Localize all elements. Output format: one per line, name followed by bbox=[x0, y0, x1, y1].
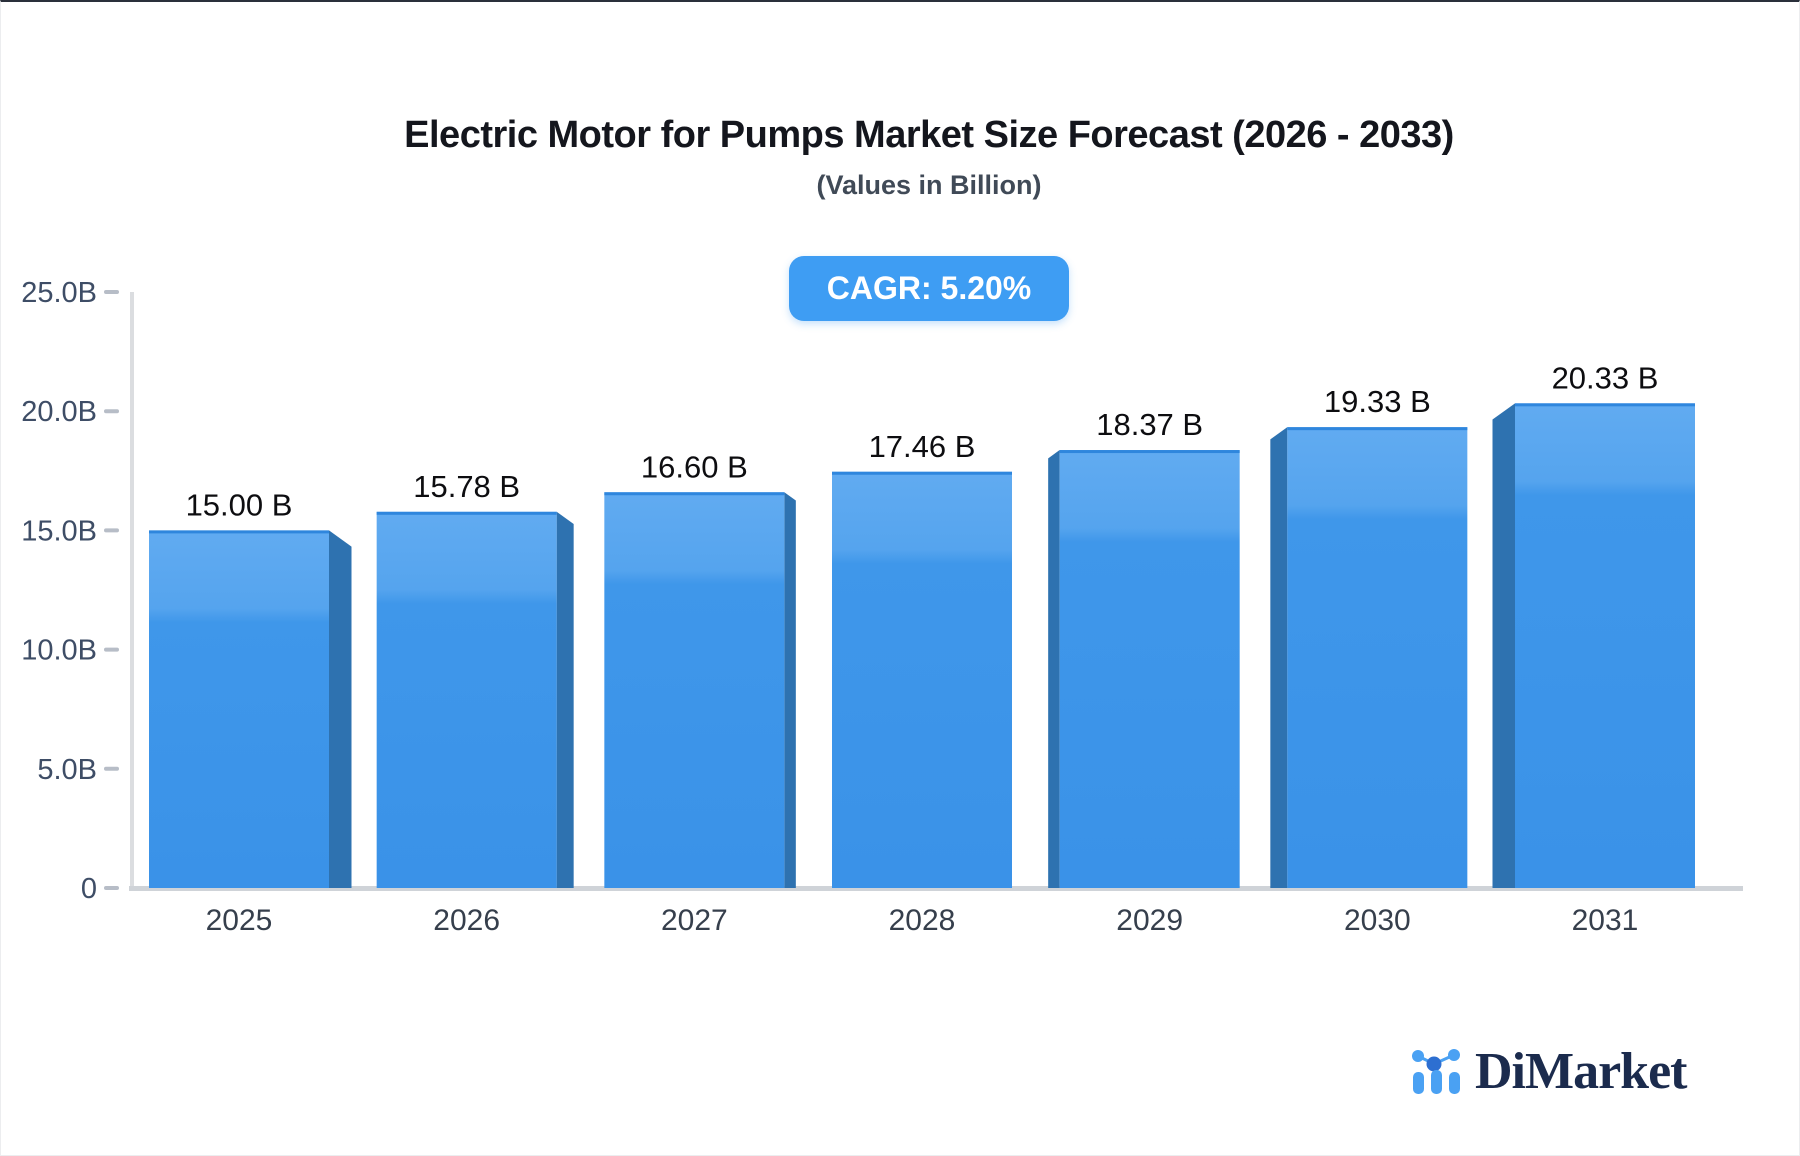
bar-top-edge bbox=[1287, 427, 1468, 431]
dimarket-logo[interactable]: DiMarket bbox=[1409, 1040, 1687, 1101]
bar-2029[interactable] bbox=[1059, 450, 1240, 888]
bar-side-face bbox=[329, 530, 352, 888]
dimarket-logo-icon bbox=[1412, 1049, 1460, 1094]
bar-2031[interactable] bbox=[1515, 403, 1695, 888]
cagr-badge: CAGR: 5.20% bbox=[788, 256, 1070, 321]
y-tick bbox=[104, 647, 119, 652]
bar-side-face bbox=[1492, 403, 1515, 888]
bar-2030[interactable] bbox=[1287, 427, 1468, 888]
bar-side-face bbox=[556, 511, 574, 888]
y-tick-label: 5.0B bbox=[37, 754, 97, 786]
bar-value-label: 15.00 B bbox=[186, 487, 293, 522]
bar-side-face bbox=[1048, 450, 1060, 888]
bar-value-label: 17.46 B bbox=[869, 429, 976, 464]
bar-2027[interactable] bbox=[604, 492, 785, 888]
y-axis-line bbox=[130, 292, 134, 891]
x-axis-label: 2025 bbox=[206, 904, 273, 937]
y-tick-label: 25.0B bbox=[21, 277, 97, 309]
bar-top-edge bbox=[604, 492, 785, 496]
bar-value-label: 16.60 B bbox=[641, 449, 748, 484]
cagr-badge-row: CAGR: 5.20% bbox=[41, 256, 1799, 321]
x-axis-label: 2028 bbox=[889, 904, 956, 937]
bar-2028[interactable] bbox=[832, 471, 1012, 888]
bar-side-face bbox=[784, 492, 796, 888]
x-axis-label: 2027 bbox=[661, 904, 728, 937]
bar-2026[interactable] bbox=[376, 511, 557, 888]
y-tick-label: 10.0B bbox=[21, 635, 97, 667]
y-tick-label: 20.0B bbox=[21, 396, 97, 428]
y-tick bbox=[104, 528, 119, 533]
bar-value-label: 20.33 B bbox=[1552, 360, 1659, 395]
x-axis-label: 2026 bbox=[433, 904, 500, 937]
dimarket-logo-text: DiMarket bbox=[1475, 1043, 1687, 1101]
bar-value-label: 18.37 B bbox=[1096, 407, 1203, 442]
y-tick bbox=[104, 766, 119, 771]
x-axis-label: 2030 bbox=[1344, 904, 1411, 937]
y-tick bbox=[104, 886, 119, 890]
x-axis-line bbox=[129, 886, 1743, 891]
bar-top-edge bbox=[1059, 450, 1240, 454]
bar-value-label: 15.78 B bbox=[413, 469, 520, 504]
y-tick-label: 15.0B bbox=[21, 515, 97, 547]
x-axis-label: 2029 bbox=[1116, 904, 1183, 937]
y-tick-label: 0 bbox=[81, 873, 97, 905]
bar-top-edge bbox=[149, 530, 329, 534]
x-axis-label: 2031 bbox=[1572, 904, 1639, 937]
bar-top-edge bbox=[1515, 403, 1695, 407]
y-tick bbox=[104, 290, 119, 294]
chart-subtitle: (Values in Billion) bbox=[816, 170, 1042, 200]
chart-title: Electric Motor for Pumps Market Size For… bbox=[404, 114, 1454, 156]
bar-side-face bbox=[1270, 427, 1288, 888]
bar-top-edge bbox=[832, 471, 1012, 475]
bar-2025[interactable] bbox=[149, 530, 329, 888]
bar-value-label: 19.33 B bbox=[1324, 384, 1431, 419]
y-tick bbox=[104, 409, 119, 414]
bar-top-edge bbox=[376, 511, 557, 515]
